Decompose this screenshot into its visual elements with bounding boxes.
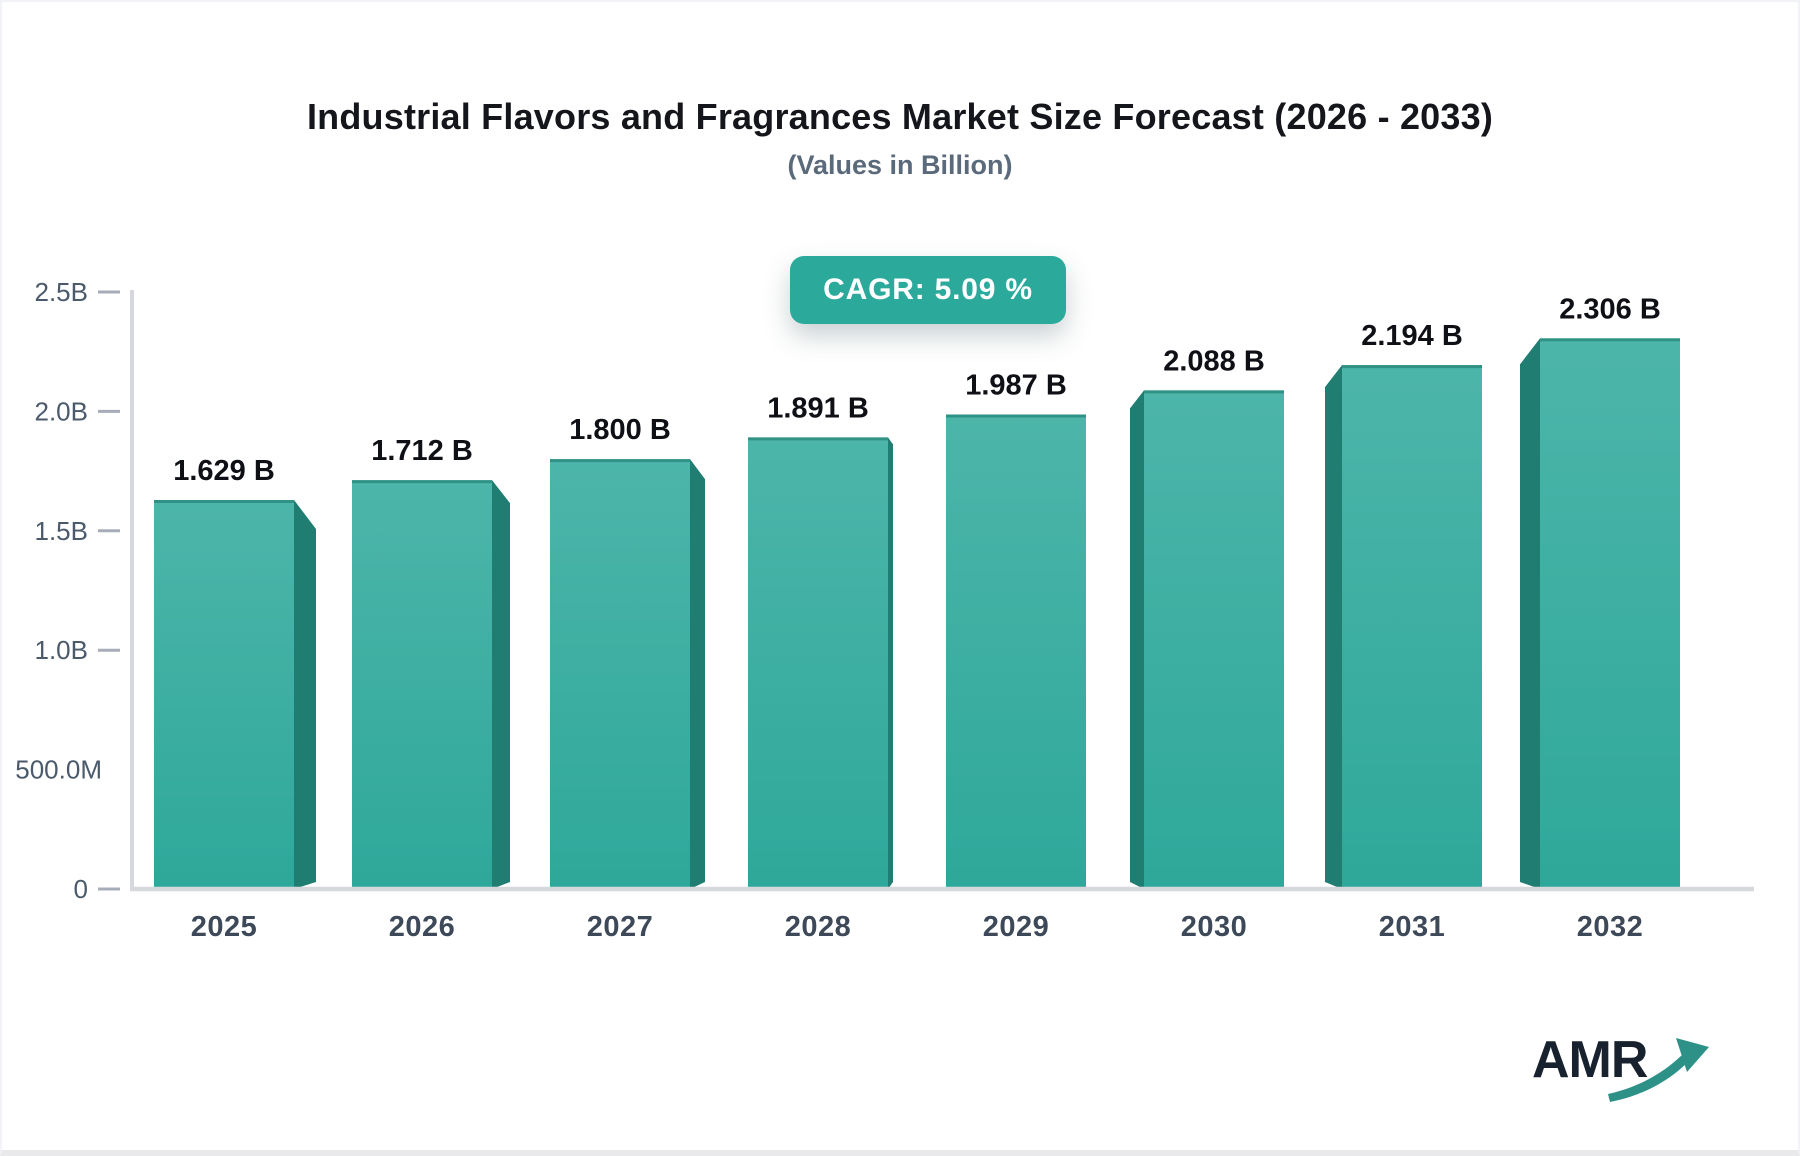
y-axis-label: 500.0M [15,755,102,785]
bar-front-face [154,499,294,889]
bar-side-face [492,480,510,889]
bar-2028: 1.891 B [748,392,893,889]
bar-value-label: 1.800 B [569,414,671,446]
bar-front-face [748,437,888,889]
bar-front-face [1342,365,1482,889]
amr-logo: AMR [1532,1028,1732,1120]
amr-logo-text: AMR [1532,1031,1648,1089]
bar-2029: 1.987 B [946,370,1086,889]
chart-subtitle: (Values in Billion) [787,150,1013,180]
bar-value-label: 2.306 B [1559,293,1661,325]
x-axis-label: 2031 [1379,911,1446,943]
bar-side-face [1520,338,1540,889]
bar-2030: 2.088 B [1130,345,1284,889]
bar-value-label: 2.194 B [1361,320,1463,352]
bar-value-label: 2.088 B [1163,345,1265,377]
bar-2031: 2.194 B [1325,320,1482,889]
y-axis-label: 1.5B [35,516,89,546]
x-axis-label: 2029 [983,911,1050,943]
cagr-badge: CAGR: 5.09 % [790,256,1066,324]
bar-value-label: 1.891 B [767,392,869,424]
y-axis-label: 2.0B [35,396,89,426]
bar-front-face [1144,390,1284,889]
bar-value-label: 1.629 B [173,455,275,487]
arrow-head [1676,1038,1709,1072]
bar-2026: 1.712 B [352,435,510,889]
chart-title: Industrial Flavors and Fragrances Market… [306,96,1494,137]
cagr-badge-label: CAGR: 5.09 % [823,273,1033,306]
y-axis-label: 0 [74,874,88,904]
x-axis-label: 2027 [587,911,654,943]
bar-2032: 2.306 B [1520,293,1680,889]
bar-front-face [550,459,690,889]
bar-front-face [352,480,492,889]
bar-side-face [294,499,316,889]
x-axis-label: 2032 [1577,911,1644,943]
bar-value-label: 1.987 B [965,370,1067,402]
bar-side-face [690,459,705,889]
growth-arrow-icon [1608,1038,1709,1102]
x-axis-label: 2025 [191,911,258,943]
bar-side-face [888,437,893,889]
bar-value-label: 1.712 B [371,435,473,467]
x-axis-label: 2030 [1181,911,1248,943]
bar-front-face [1540,338,1680,889]
arrow-swoosh [1608,1053,1692,1102]
bar-front-face [946,414,1086,889]
y-axis-label: 1.0B [35,635,89,665]
bar-side-face [1130,390,1144,889]
bar-2027: 1.800 B [550,414,705,889]
y-axis-label: 2.5B [35,277,89,307]
x-axis-label: 2026 [389,911,456,943]
bar-2025: 1.629 B [154,455,316,889]
bar-side-face [1325,365,1342,889]
x-axis-label: 2028 [785,911,852,943]
